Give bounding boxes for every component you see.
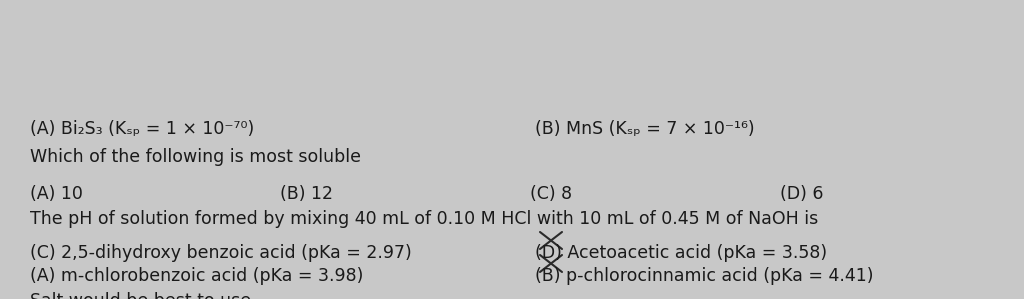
Text: (D) Acetoacetic acid (pKa = 3.58): (D) Acetoacetic acid (pKa = 3.58) (535, 244, 827, 262)
Text: (C) 2,5-dihydroxy benzoic acid (pKa = 2.97): (C) 2,5-dihydroxy benzoic acid (pKa = 2.… (30, 244, 412, 262)
Text: (B) p-chlorocinnamic acid (pKa = 4.41): (B) p-chlorocinnamic acid (pKa = 4.41) (535, 267, 873, 285)
Text: (B) MnS (Kₛₚ = 7 × 10⁻¹⁶): (B) MnS (Kₛₚ = 7 × 10⁻¹⁶) (535, 120, 755, 138)
Text: (B) 12: (B) 12 (280, 185, 333, 203)
Text: Which of the following is most soluble: Which of the following is most soluble (30, 148, 361, 166)
Text: (D) 6: (D) 6 (780, 185, 823, 203)
Text: (A) 10: (A) 10 (30, 185, 83, 203)
Text: The pH of solution formed by mixing 40 mL of 0.10 M HCl with 10 mL of 0.45 M of : The pH of solution formed by mixing 40 m… (30, 210, 818, 228)
Text: Salt would be best to use.: Salt would be best to use. (30, 292, 257, 299)
Text: (A) Bi₂S₃ (Kₛₚ = 1 × 10⁻⁷⁰): (A) Bi₂S₃ (Kₛₚ = 1 × 10⁻⁷⁰) (30, 120, 254, 138)
Text: (C) 8: (C) 8 (530, 185, 572, 203)
Text: (A) m-chlorobenzoic acid (pKa = 3.98): (A) m-chlorobenzoic acid (pKa = 3.98) (30, 267, 364, 285)
